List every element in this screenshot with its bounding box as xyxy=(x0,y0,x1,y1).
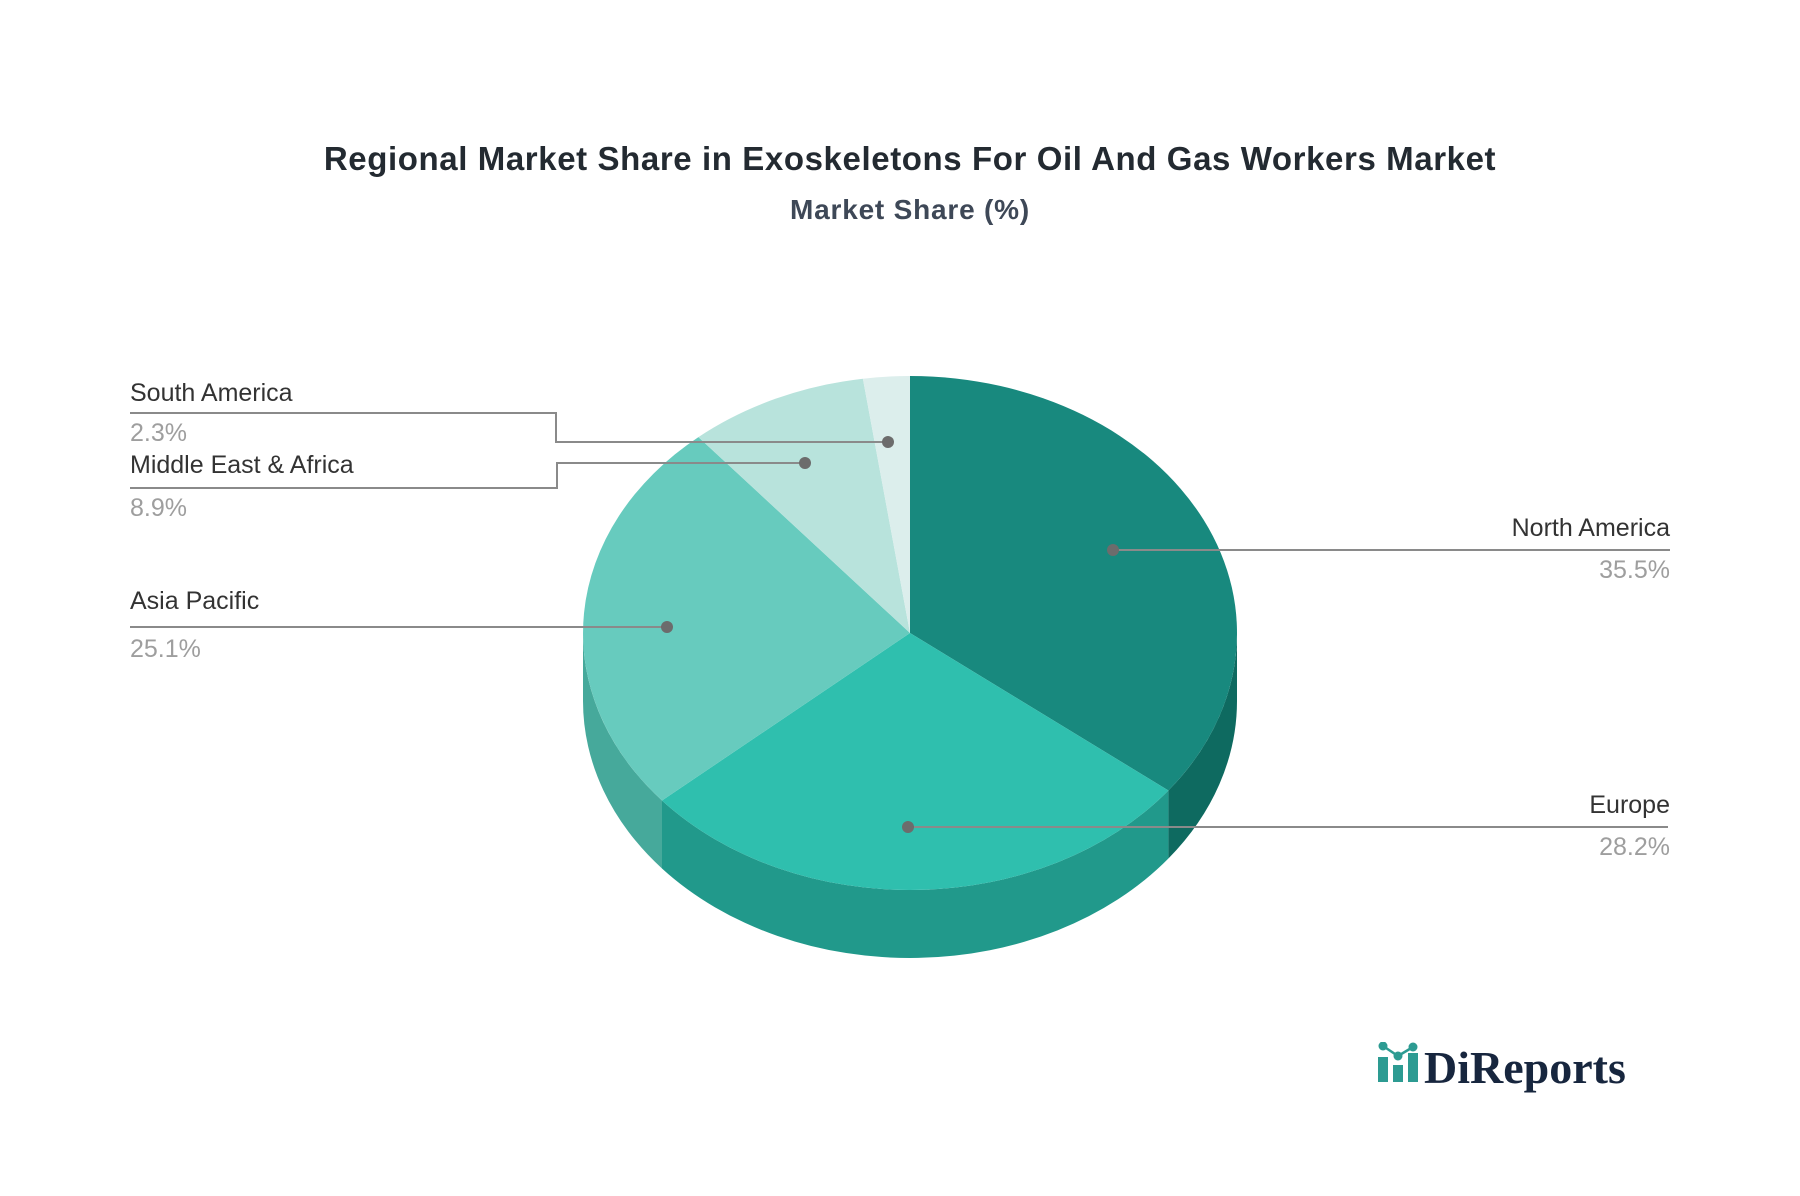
brand-logo-text: DiReports xyxy=(1424,1042,1626,1093)
pie-slices xyxy=(583,376,1238,890)
leader-dot-europe xyxy=(902,821,914,833)
value-south-america: 2.3% xyxy=(130,419,187,447)
value-middle-east-and-africa: 8.9% xyxy=(130,494,187,522)
leader-dot-middle-east-and-africa xyxy=(799,457,811,469)
pie-slice-north-america[interactable] xyxy=(910,376,1238,791)
value-north-america: 35.5% xyxy=(1599,556,1670,584)
leader-lines xyxy=(130,412,1670,833)
leader-dot-asia-pacific xyxy=(661,621,673,633)
leader-line-south-america xyxy=(130,412,888,443)
chart-subtitle: Market Share (%) xyxy=(790,194,1030,225)
chart-title: Regional Market Share in Exoskeletons Fo… xyxy=(323,140,1497,177)
label-europe: Europe xyxy=(1589,791,1670,819)
label-south-america: South America xyxy=(130,379,293,407)
leader-dot-south-america xyxy=(882,436,894,448)
pie-slice-south-america[interactable] xyxy=(862,376,910,633)
value-europe: 28.2% xyxy=(1599,833,1670,861)
pie-side-north-america xyxy=(1168,633,1237,859)
label-north-america: North America xyxy=(1511,514,1670,542)
leader-line-middle-east-and-africa xyxy=(130,462,805,489)
pie-slice-asia-pacific[interactable] xyxy=(583,437,910,801)
label-middle-east-and-africa: Middle East & Africa xyxy=(130,451,354,479)
leader-dot-north-america xyxy=(1107,544,1119,556)
mini-bar-chart-icon xyxy=(1378,1042,1418,1082)
label-asia-pacific: Asia Pacific xyxy=(130,587,260,615)
pie-side-europe xyxy=(662,790,1169,958)
pie-3d-sides xyxy=(583,633,1237,958)
pie-slice-europe[interactable] xyxy=(662,633,1169,890)
value-asia-pacific: 25.1% xyxy=(130,635,201,663)
pie-side-asia-pacific xyxy=(583,633,662,869)
